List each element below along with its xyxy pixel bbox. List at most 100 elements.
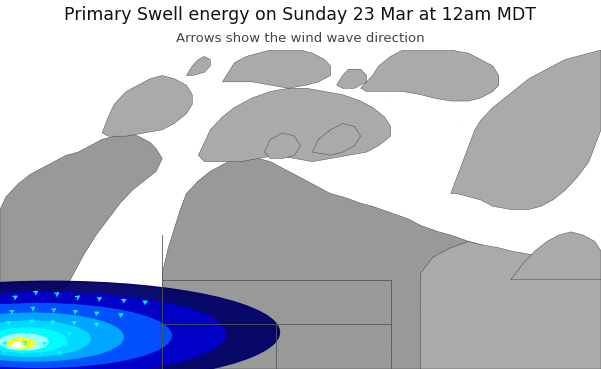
Point	[537, 56, 547, 62]
Point	[429, 308, 439, 314]
Point	[270, 108, 279, 114]
Point	[317, 156, 327, 162]
Point	[233, 143, 243, 149]
Point	[322, 94, 331, 100]
Point	[12, 134, 22, 139]
Point	[573, 308, 583, 314]
Point	[392, 123, 401, 129]
Point	[531, 219, 540, 225]
Point	[582, 69, 592, 75]
Point	[16, 355, 26, 361]
Point	[16, 286, 25, 292]
Point	[180, 263, 189, 269]
Point	[401, 235, 411, 241]
Point	[302, 215, 312, 221]
Point	[97, 74, 107, 80]
Point	[182, 131, 192, 137]
Point	[166, 217, 175, 223]
Point	[291, 139, 300, 145]
Point	[219, 103, 228, 109]
Point	[281, 86, 290, 92]
Point	[28, 252, 38, 258]
Point	[529, 89, 538, 94]
Point	[485, 144, 495, 149]
Point	[319, 222, 329, 228]
Point	[198, 100, 208, 106]
Point	[258, 103, 267, 108]
Point	[38, 181, 48, 187]
Point	[515, 304, 525, 310]
Point	[509, 138, 519, 144]
Point	[177, 93, 186, 99]
Point	[123, 266, 133, 272]
Point	[144, 118, 153, 124]
Point	[430, 191, 439, 197]
Point	[460, 344, 470, 350]
Point	[581, 359, 590, 365]
Point	[207, 118, 217, 124]
Point	[111, 88, 120, 94]
Point	[548, 63, 558, 69]
Point	[136, 131, 146, 137]
Point	[203, 195, 213, 201]
Point	[356, 292, 365, 297]
Point	[81, 194, 90, 200]
Point	[267, 289, 277, 294]
Point	[106, 337, 115, 342]
Point	[314, 350, 323, 356]
Point	[151, 143, 161, 149]
Point	[299, 226, 308, 232]
Point	[492, 65, 501, 71]
Point	[348, 271, 358, 277]
Point	[215, 201, 225, 207]
Point	[516, 144, 526, 150]
Point	[65, 252, 75, 258]
Point	[139, 122, 148, 128]
Point	[59, 340, 69, 346]
Point	[203, 227, 213, 232]
Point	[334, 88, 343, 94]
Point	[40, 297, 49, 303]
Point	[569, 161, 579, 167]
Point	[87, 270, 96, 276]
Point	[351, 92, 361, 97]
Point	[286, 90, 296, 96]
Point	[448, 324, 458, 330]
Point	[389, 121, 399, 127]
Point	[66, 212, 76, 218]
Point	[98, 188, 108, 194]
Point	[589, 141, 599, 147]
Point	[397, 283, 407, 289]
Point	[278, 112, 287, 118]
Point	[477, 204, 486, 210]
Point	[242, 157, 252, 163]
Point	[474, 283, 483, 289]
Point	[1, 211, 10, 217]
Point	[235, 247, 245, 253]
Point	[166, 354, 176, 359]
Point	[313, 158, 322, 163]
Point	[523, 149, 532, 155]
Point	[182, 132, 191, 138]
Point	[188, 225, 197, 231]
Point	[397, 281, 407, 287]
Point	[294, 94, 304, 100]
Point	[41, 281, 51, 287]
Point	[589, 134, 599, 140]
Point	[508, 115, 518, 121]
Point	[514, 196, 524, 202]
Point	[105, 106, 115, 112]
Point	[122, 117, 132, 123]
Point	[120, 123, 129, 129]
Point	[141, 126, 151, 132]
Point	[471, 128, 480, 134]
Point	[132, 84, 141, 90]
Point	[251, 149, 261, 155]
Point	[121, 106, 130, 112]
Point	[513, 341, 523, 347]
Point	[294, 317, 304, 323]
Point	[472, 318, 481, 324]
Point	[16, 315, 25, 321]
Point	[474, 230, 483, 235]
Point	[138, 85, 147, 91]
